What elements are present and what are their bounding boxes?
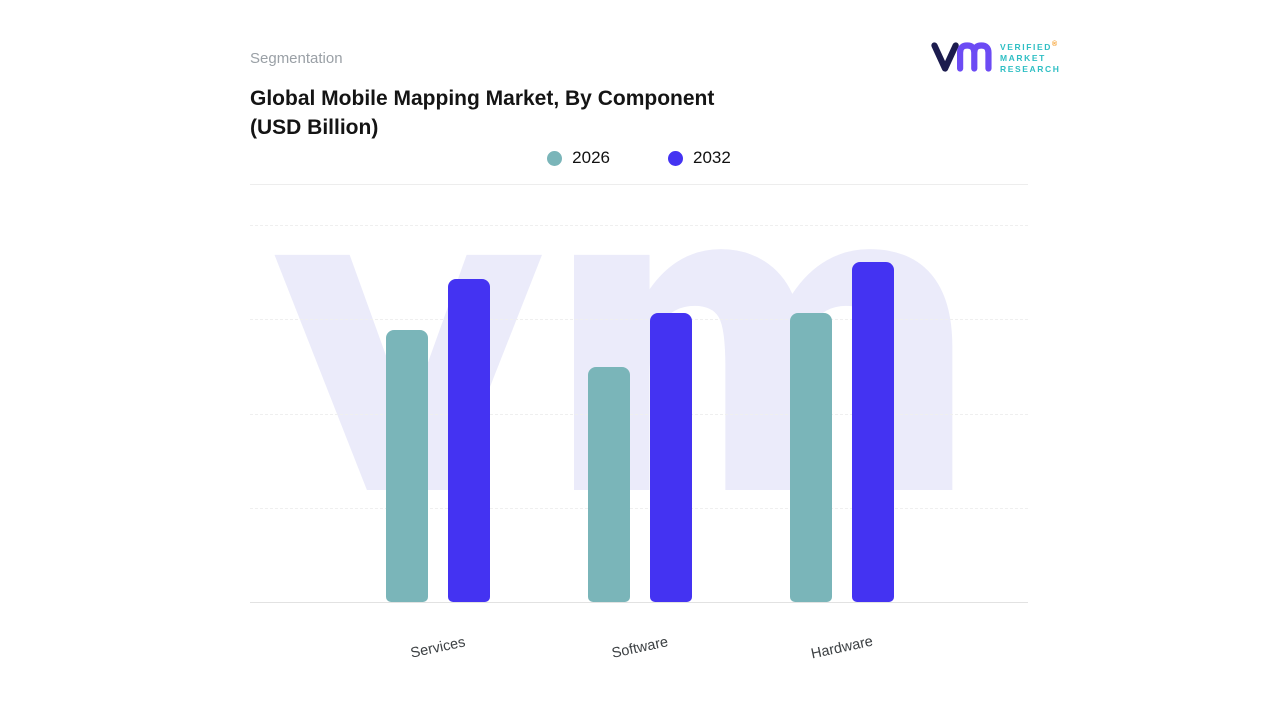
gridline bbox=[250, 508, 1028, 509]
eyebrow-label: Segmentation bbox=[250, 50, 343, 67]
gridline bbox=[250, 225, 1028, 226]
legend-item-2032: 2032 bbox=[668, 148, 731, 168]
bar-2026-software bbox=[588, 367, 630, 602]
category-label-software: Software bbox=[610, 634, 670, 662]
vmr-logo-monogram-icon bbox=[930, 38, 992, 76]
registered-mark: ® bbox=[1052, 41, 1058, 49]
legend-item-2026: 2026 bbox=[547, 148, 610, 168]
vmr-logo: VERIFIED® MARKET RESEARCH bbox=[930, 38, 1061, 76]
legend-divider bbox=[250, 184, 1028, 185]
legend-label-2032: 2032 bbox=[693, 148, 731, 167]
gridline bbox=[250, 414, 1028, 415]
x-axis-baseline bbox=[250, 602, 1028, 603]
vmr-logo-line1: VERIFIED® bbox=[1000, 41, 1058, 52]
chart-title: Global Mobile Mapping Market, By Compone… bbox=[250, 84, 850, 142]
legend-dot-2032 bbox=[668, 150, 683, 166]
bar-2032-services bbox=[448, 279, 490, 602]
gridline bbox=[250, 319, 1028, 320]
bar-group-hardware bbox=[790, 262, 894, 602]
bar-group-services bbox=[386, 279, 490, 602]
legend-dot-2026 bbox=[547, 150, 563, 166]
legend-label-2026: 2026 bbox=[572, 148, 610, 167]
category-label-hardware: Hardware bbox=[809, 633, 875, 663]
bar-2026-hardware bbox=[790, 313, 832, 602]
chart-title-line2: (USD Billion) bbox=[250, 116, 379, 139]
bar-group-software bbox=[588, 313, 692, 602]
plot-area: vm bbox=[250, 127, 1028, 603]
category-label-services: Services bbox=[409, 634, 467, 662]
vmr-logo-line2: MARKET bbox=[1000, 52, 1046, 63]
vmr-logo-line3: RESEARCH bbox=[1000, 63, 1061, 74]
bar-2032-software bbox=[650, 313, 692, 602]
chart-legend: 2026 2032 bbox=[250, 148, 1028, 168]
vmr-logo-text: VERIFIED® MARKET RESEARCH bbox=[1000, 40, 1061, 74]
chart-title-line1: Global Mobile Mapping Market, By Compone… bbox=[250, 87, 715, 110]
bar-2026-services bbox=[386, 330, 428, 602]
bar-2032-hardware bbox=[852, 262, 894, 602]
